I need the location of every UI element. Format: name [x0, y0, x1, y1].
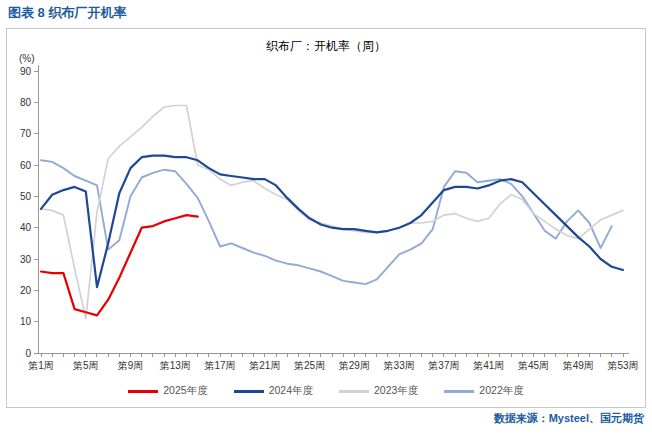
x-tick-label: 第33周 [384, 360, 415, 371]
y-axis-unit-label: (%) [19, 53, 35, 64]
report-page: 图表 8 织布厂开机率 织布厂：开机率（周） (%) 0 10 20 30 40 50 60… [0, 0, 652, 437]
y-tick-label: 10 [20, 316, 32, 327]
x-tick-label: 第5周 [73, 360, 99, 371]
y-tick-label: 40 [20, 222, 32, 233]
figure-title: 图表 8 织布厂开机率 [8, 4, 126, 22]
x-tick-label: 第9周 [118, 360, 144, 371]
y-tick-label: 20 [20, 285, 32, 296]
x-tick-label: 第21周 [249, 360, 280, 371]
legend-swatch-2022 [444, 390, 474, 393]
y-tick-label: 60 [20, 160, 32, 171]
legend-swatch-2024 [234, 390, 264, 393]
legend-swatch-2025 [128, 390, 158, 393]
chart-panel: 织布厂：开机率（周） (%) 0 10 20 30 40 50 60 70 80 90 第1周 第5周… [6, 28, 646, 408]
x-tick-label: 第17周 [205, 360, 236, 371]
x-tick-label: 第49周 [563, 360, 594, 371]
x-tick-label: 第41周 [473, 360, 504, 371]
legend: 2025年度 2024年度 2023年度 2022年度 [7, 384, 645, 398]
line-chart: 0 10 20 30 40 50 60 70 80 90 第1周 第5周 第9周 第13周 第17周 第21周… [7, 29, 645, 407]
chart-title: 织布厂：开机率（周） [7, 38, 645, 55]
legend-item-2023: 2023年度 [339, 384, 418, 398]
y-tick-label: 90 [20, 66, 32, 77]
x-tick-label: 第29周 [339, 360, 370, 371]
legend-swatch-2023 [339, 390, 369, 393]
x-tick-label: 第13周 [160, 360, 191, 371]
data-source: 数据来源：Mysteel、国元期货 [494, 411, 644, 426]
legend-label-2022: 2022年度 [479, 384, 523, 398]
legend-label-2025: 2025年度 [163, 384, 207, 398]
legend-item-2024: 2024年度 [234, 384, 313, 398]
x-tick-label: 第53周 [607, 360, 638, 371]
series-line-2024 [41, 156, 623, 288]
legend-label-2024: 2024年度 [269, 384, 313, 398]
y-tick-label: 50 [20, 191, 32, 202]
legend-item-2022: 2022年度 [444, 384, 523, 398]
y-tick-label: 0 [25, 348, 31, 359]
y-tick-label: 70 [20, 128, 32, 139]
legend-label-2023: 2023年度 [374, 384, 418, 398]
x-tick-label: 第37周 [428, 360, 459, 371]
y-tick-label: 30 [20, 254, 32, 265]
y-tick-label: 80 [20, 97, 32, 108]
x-tick-label: 第1周 [28, 360, 54, 371]
series-line-2025 [41, 215, 198, 315]
x-tick-label: 第25周 [294, 360, 325, 371]
series-line-2023 [41, 106, 623, 319]
legend-item-2025: 2025年度 [128, 384, 207, 398]
x-tick-label: 第45周 [518, 360, 549, 371]
